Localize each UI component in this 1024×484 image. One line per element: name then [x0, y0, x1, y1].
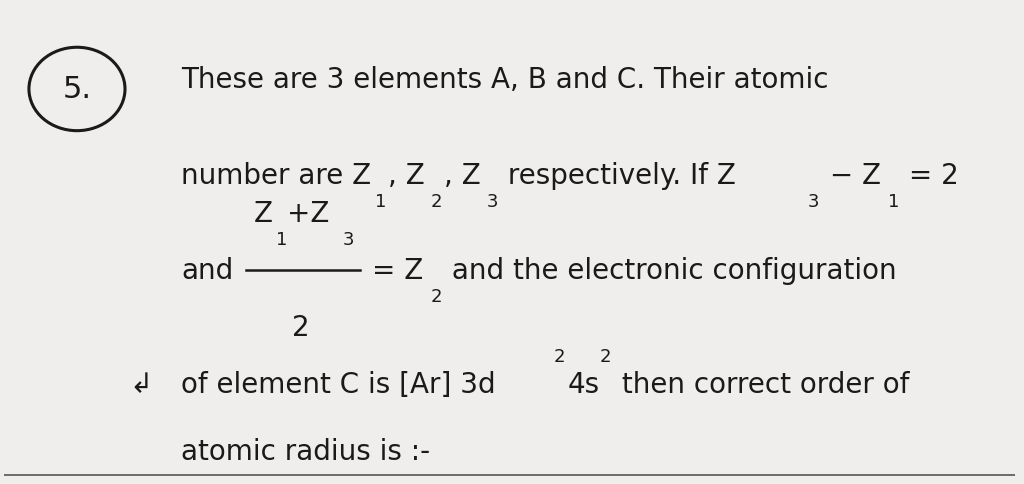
Text: and the electronic configuration: and the electronic configuration	[443, 257, 897, 285]
Text: , Z: , Z	[444, 162, 481, 189]
Text: 1: 1	[888, 193, 899, 211]
Text: ↲: ↲	[129, 371, 153, 399]
Text: 2: 2	[600, 347, 611, 365]
Text: number are Z: number are Z	[181, 162, 372, 189]
Text: 2: 2	[553, 347, 565, 365]
Text: and: and	[181, 257, 233, 285]
Text: 3: 3	[343, 231, 354, 249]
Text: , Z: , Z	[388, 162, 425, 189]
Text: respectively. If Z: respectively. If Z	[499, 162, 735, 189]
Text: +Z: +Z	[288, 199, 330, 227]
Text: 2: 2	[431, 193, 442, 211]
Text: = 2: = 2	[900, 162, 958, 189]
Text: 1: 1	[375, 193, 387, 211]
Text: 3: 3	[486, 193, 498, 211]
Text: 5.: 5.	[62, 76, 91, 104]
Text: These are 3 elements A, B and C. Their atomic: These are 3 elements A, B and C. Their a…	[181, 66, 828, 94]
Text: 2: 2	[431, 287, 442, 306]
Text: 4s: 4s	[567, 371, 599, 399]
Text: Z: Z	[254, 199, 273, 227]
Text: 2: 2	[293, 314, 310, 342]
Text: atomic radius is :-: atomic radius is :-	[181, 438, 430, 465]
Text: of element C is [Ar] 3d: of element C is [Ar] 3d	[181, 371, 496, 399]
Text: = Z: = Z	[373, 257, 424, 285]
Text: − Z: − Z	[821, 162, 882, 189]
Text: then correct order of: then correct order of	[613, 371, 909, 399]
Text: 3: 3	[808, 193, 819, 211]
Text: 1: 1	[276, 231, 288, 249]
